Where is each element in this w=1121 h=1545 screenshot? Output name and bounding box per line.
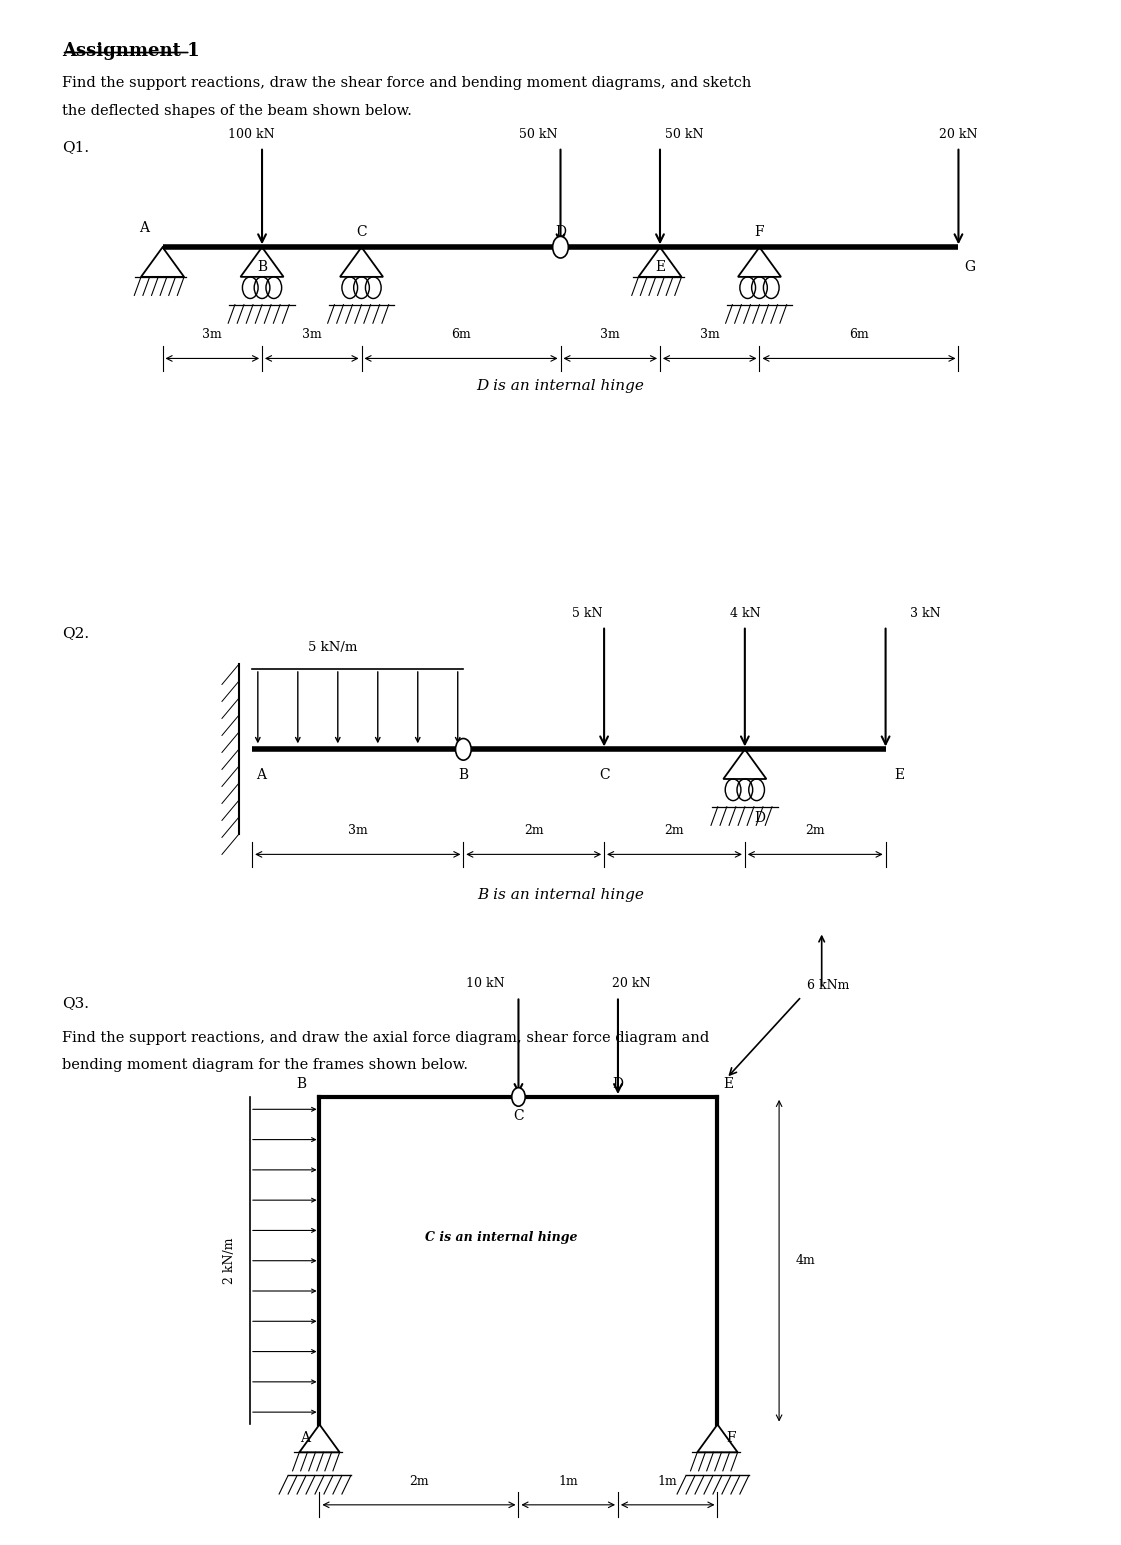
Text: Q3.: Q3. [62,997,89,1010]
Text: 3m: 3m [700,329,720,341]
Text: 5 kN: 5 kN [572,607,602,620]
Text: bending moment diagram for the frames shown below.: bending moment diagram for the frames sh… [62,1058,467,1072]
Text: 3m: 3m [348,825,368,837]
Text: F: F [754,226,765,239]
Text: 3m: 3m [203,329,222,341]
Text: 20 kN: 20 kN [612,978,650,990]
Text: B is an internal hinge: B is an internal hinge [478,888,643,902]
Text: 1m: 1m [658,1475,677,1488]
Text: 10 kN: 10 kN [465,978,504,990]
Text: A: A [300,1431,311,1445]
Text: 2m: 2m [524,825,544,837]
Text: E: E [895,768,905,782]
Text: 2 kN/m: 2 kN/m [223,1238,237,1284]
Text: 50 kN: 50 kN [519,128,557,141]
Text: 50 kN: 50 kN [666,128,704,141]
Text: 2m: 2m [409,1475,429,1488]
Text: Assignment 1: Assignment 1 [62,42,200,60]
Text: B: B [296,1077,306,1091]
Text: 3 kN: 3 kN [909,607,941,620]
Text: A: A [139,221,149,235]
Circle shape [455,739,471,760]
Circle shape [553,236,568,258]
Text: D: D [612,1077,623,1091]
Text: F: F [726,1431,736,1445]
Text: E: E [723,1077,733,1091]
Text: the deflected shapes of the beam shown below.: the deflected shapes of the beam shown b… [62,104,411,117]
Text: Q1.: Q1. [62,141,89,154]
Text: 3m: 3m [601,329,620,341]
Text: C is an internal hinge: C is an internal hinge [425,1231,578,1244]
Text: B: B [257,260,267,273]
Text: 1m: 1m [558,1475,578,1488]
Text: 3m: 3m [302,329,322,341]
Text: D: D [555,226,566,239]
Text: D is an internal hinge: D is an internal hinge [476,379,645,392]
Text: D: D [753,811,765,825]
Text: 100 kN: 100 kN [228,128,275,141]
Text: Q2.: Q2. [62,626,89,640]
Text: 5 kN/m: 5 kN/m [308,641,358,654]
Text: 6m: 6m [451,329,471,341]
Text: 4 kN: 4 kN [730,607,760,620]
Text: Find the support reactions, draw the shear force and bending moment diagrams, an: Find the support reactions, draw the she… [62,76,751,90]
Text: G: G [964,260,975,273]
Text: E: E [655,260,665,273]
Text: C: C [599,768,610,782]
Circle shape [511,1088,525,1106]
Text: B: B [458,768,469,782]
Text: C: C [356,226,367,239]
Text: C: C [513,1109,524,1123]
Text: 6 kNm: 6 kNm [807,980,850,992]
Text: A: A [257,768,266,782]
Text: 2m: 2m [665,825,684,837]
Text: Find the support reactions, and draw the axial force diagram, shear force diagra: Find the support reactions, and draw the… [62,1031,708,1044]
Text: 20 kN: 20 kN [939,128,978,141]
Text: 4m: 4m [796,1255,816,1267]
Text: 6m: 6m [849,329,869,341]
Text: 2m: 2m [805,825,825,837]
